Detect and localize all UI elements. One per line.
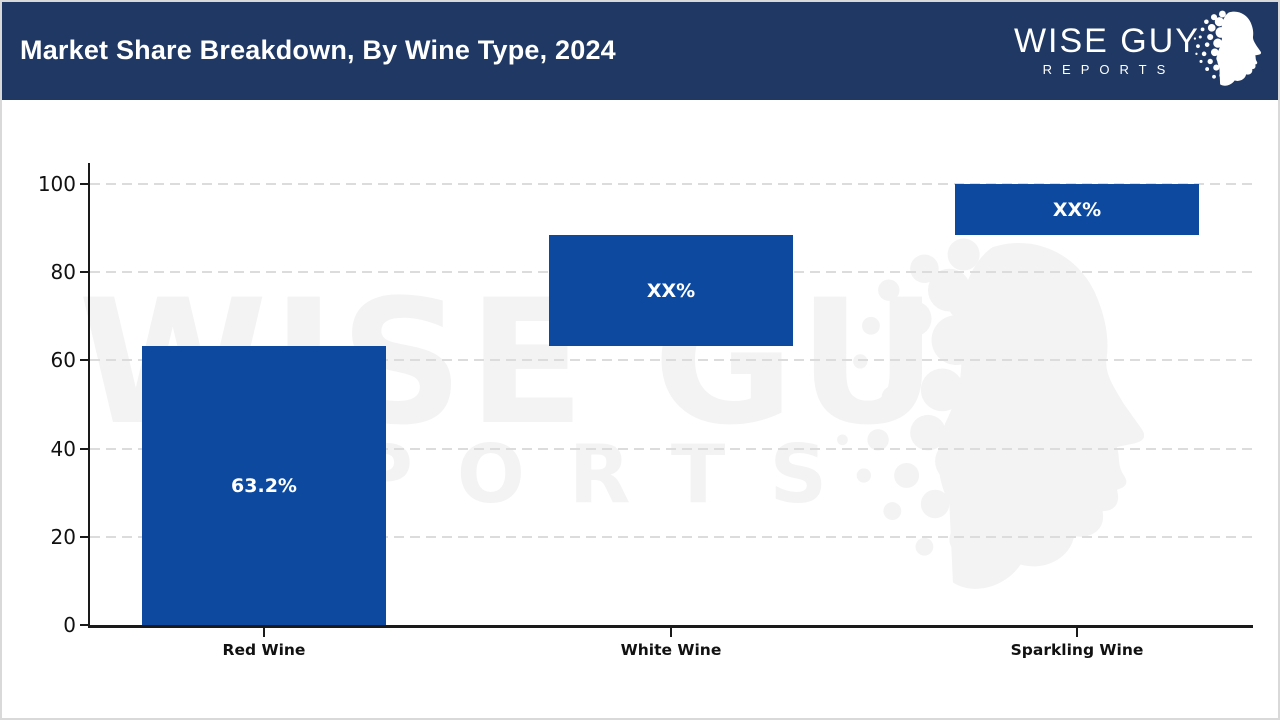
y-tick-20 bbox=[80, 535, 88, 538]
header: Market Share Breakdown, By Wine Type, 20… bbox=[0, 0, 1280, 100]
y-tick-label-100: 100 bbox=[37, 172, 76, 196]
logo-wordmark: WISE GUY bbox=[1013, 21, 1200, 60]
x-tick-2 bbox=[1076, 628, 1078, 637]
y-axis-line bbox=[88, 163, 90, 628]
bar-white-wine: XX% bbox=[549, 235, 793, 347]
y-tick-0 bbox=[80, 624, 88, 626]
bar-value-label: 63.2% bbox=[231, 474, 297, 497]
x-tick-1 bbox=[670, 628, 672, 637]
y-tick-60 bbox=[80, 359, 88, 362]
bar-red-wine: 63.2% bbox=[142, 346, 386, 625]
logo-subtitle: REPORTS bbox=[1042, 61, 1176, 77]
x-category-label: Sparkling Wine bbox=[1010, 641, 1144, 659]
x-tick-0 bbox=[263, 628, 265, 637]
bar-sparkling-wine: XX% bbox=[955, 184, 1199, 236]
y-tick-label-80: 80 bbox=[50, 260, 76, 285]
x-category-label: White Wine bbox=[620, 641, 722, 659]
page-title: Market Share Breakdown, By Wine Type, 20… bbox=[20, 34, 616, 65]
bar-value-label: XX% bbox=[1052, 198, 1102, 221]
y-tick-label-20: 20 bbox=[50, 524, 76, 549]
y-tick-label-40: 40 bbox=[50, 436, 76, 461]
gridline-40 bbox=[90, 447, 1255, 450]
y-tick-label-0: 0 bbox=[63, 613, 76, 637]
y-tick-label-60: 60 bbox=[50, 348, 76, 373]
wiseguy-head-icon bbox=[1186, 8, 1268, 92]
gridline-60 bbox=[90, 359, 1255, 362]
x-category-label: Red Wine bbox=[222, 641, 306, 659]
brand-logo-text: WISE GUY REPORTS bbox=[1014, 24, 1200, 77]
y-tick-40 bbox=[80, 447, 88, 450]
gridline-20 bbox=[90, 535, 1255, 538]
y-tick-100 bbox=[80, 183, 88, 185]
bar-value-label: XX% bbox=[646, 279, 696, 302]
x-axis-line bbox=[88, 625, 1253, 628]
gridline-100 bbox=[90, 183, 1255, 185]
y-tick-80 bbox=[80, 271, 88, 274]
brand-logo: WISE GUY REPORTS bbox=[1014, 0, 1268, 100]
